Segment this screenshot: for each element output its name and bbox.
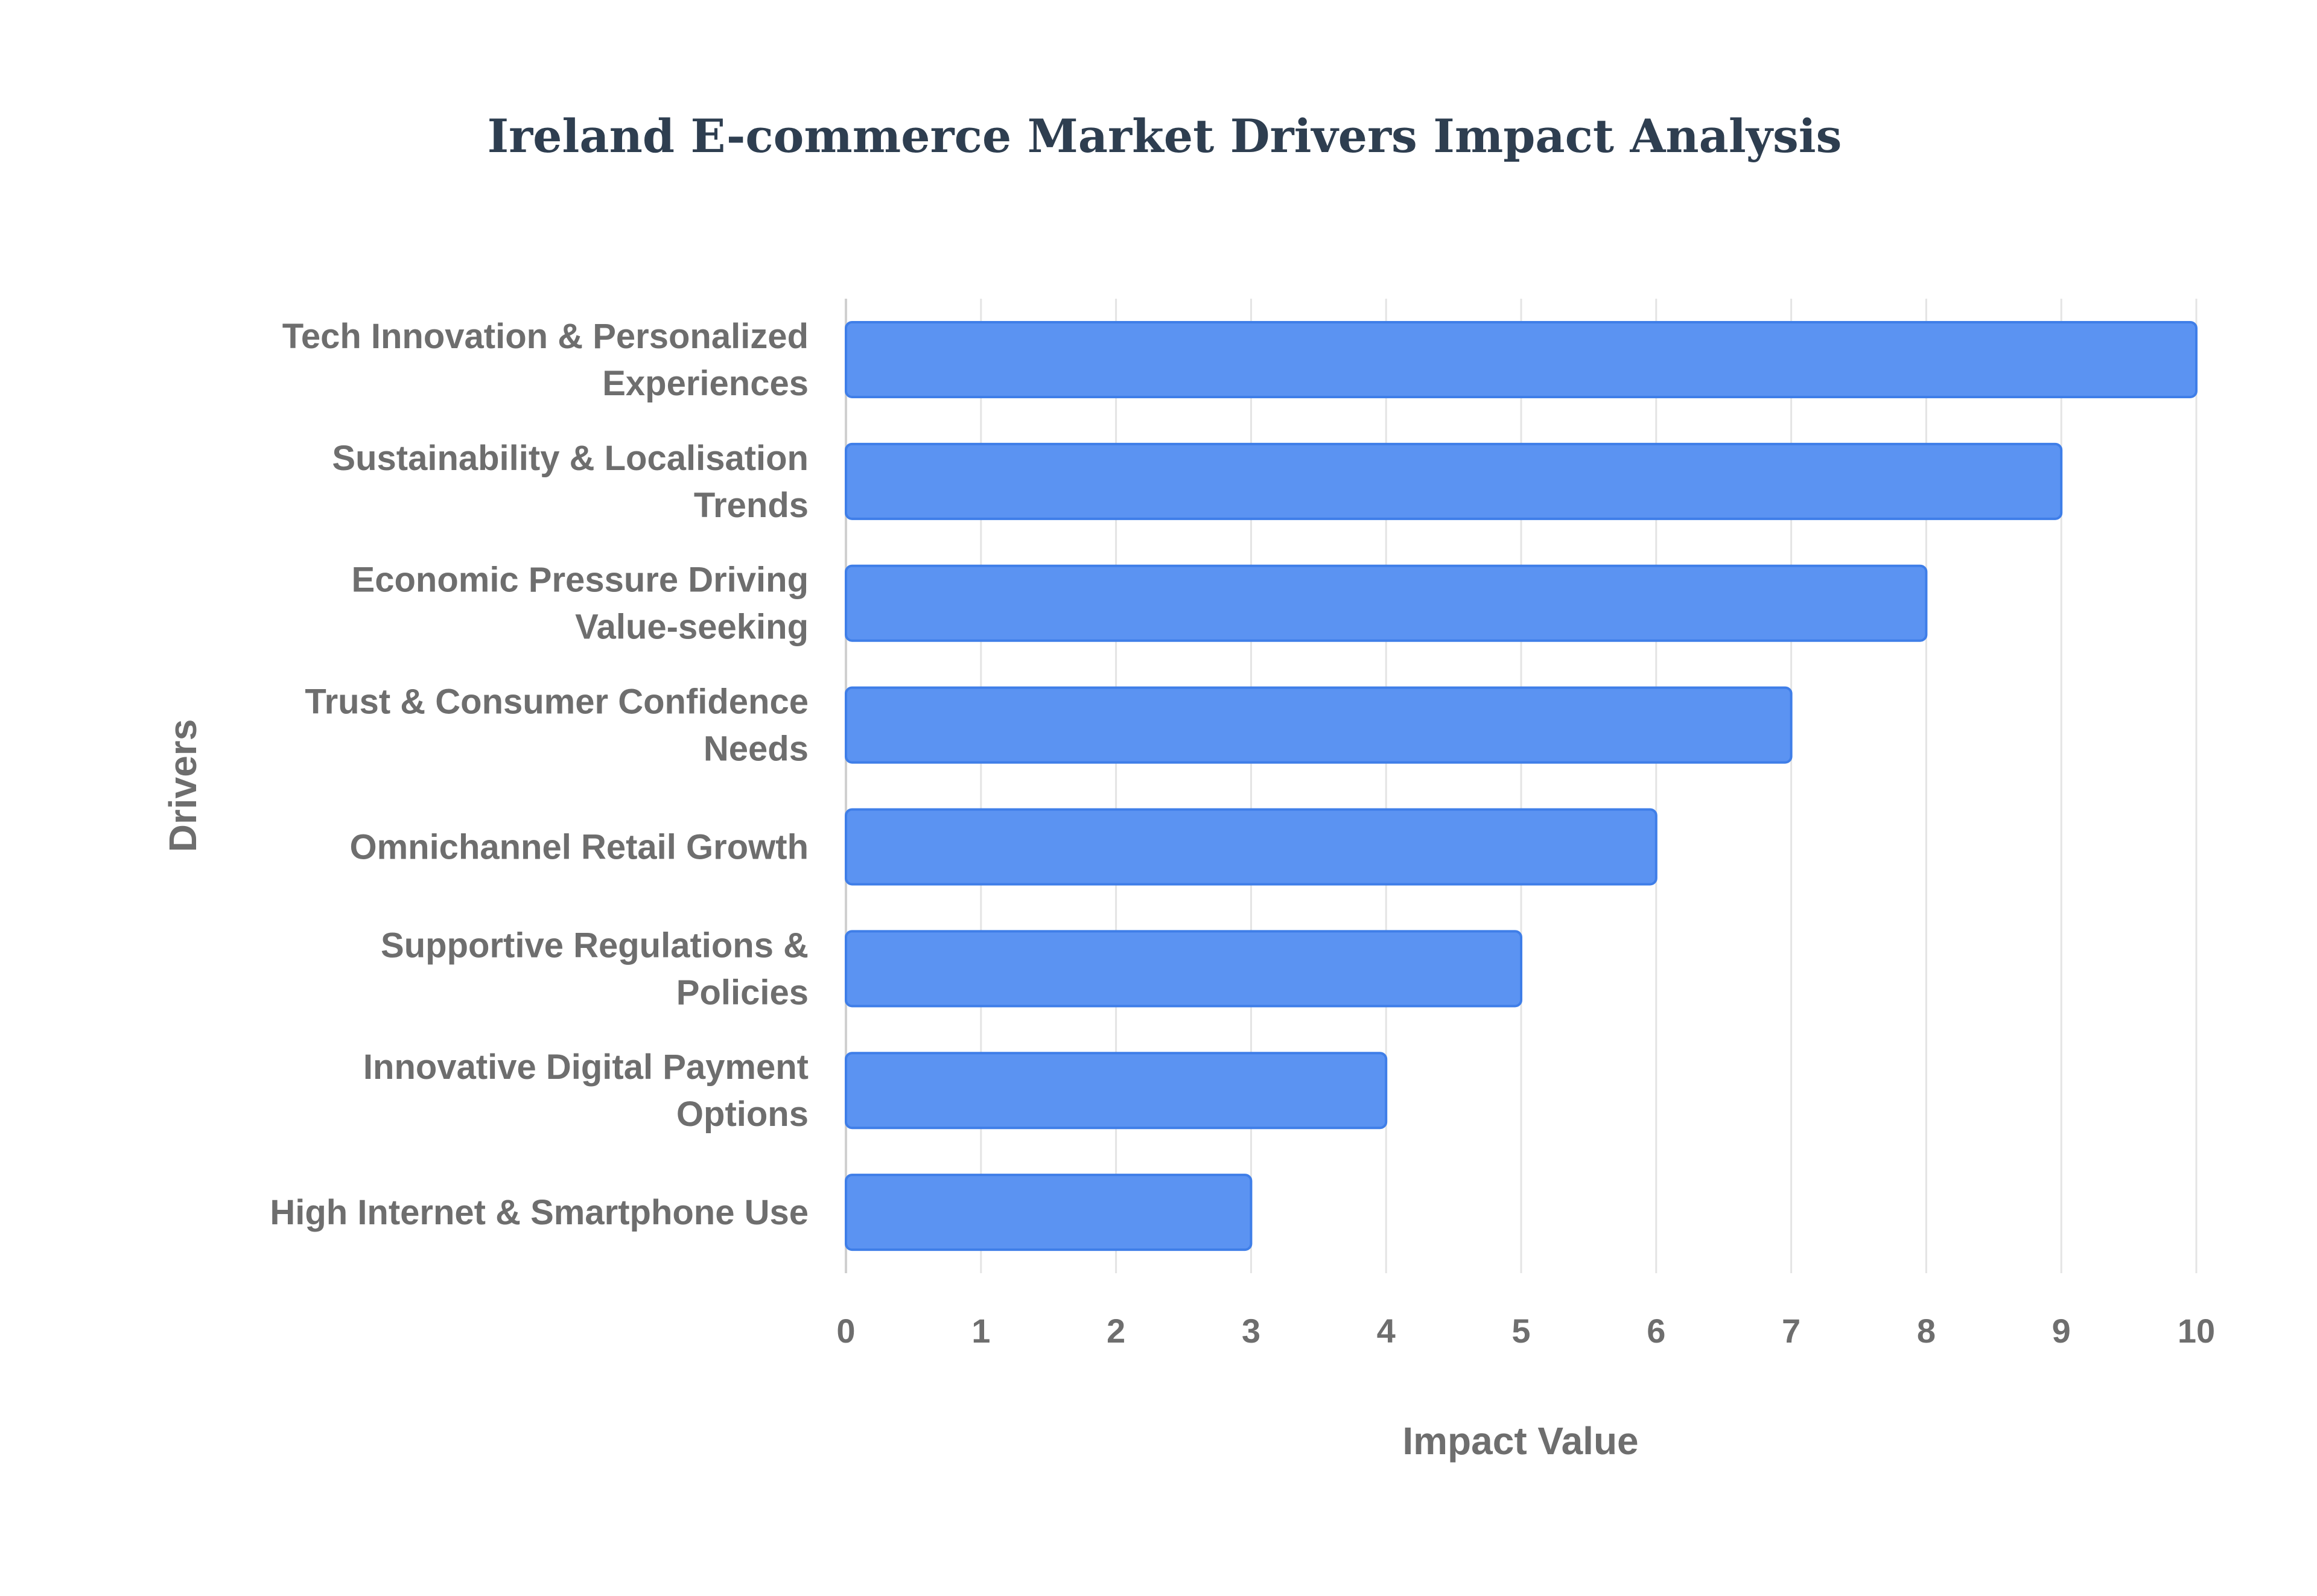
category-label: Sustainability & Localisation Trends — [332, 439, 809, 525]
bar — [845, 930, 1522, 1008]
x-tick-label: 8 — [1917, 1312, 1936, 1350]
category-label-line: Economic Pressure Driving — [352, 561, 809, 600]
x-tick-label: 9 — [2052, 1312, 2071, 1350]
x-axis-title: Impact Value — [1402, 1419, 1638, 1463]
x-tick-label: 6 — [1647, 1312, 1665, 1350]
category-label-line: Value-seeking — [575, 608, 809, 647]
x-tick-label: 5 — [1511, 1312, 1530, 1350]
category-label: Trust & Consumer Confidence Needs — [305, 682, 809, 769]
bar — [845, 442, 2063, 520]
x-tick-label: 0 — [836, 1312, 855, 1350]
bars — [845, 320, 2198, 1251]
category-label-line: Supportive Regulations & — [381, 926, 809, 965]
category-label: Innovative Digital Payment Options — [363, 1048, 809, 1134]
category-label-line: Options — [676, 1095, 809, 1134]
category-label-line: Policies — [676, 973, 809, 1012]
category-label-line: Tech Innovation & Personalized — [282, 317, 809, 356]
bar — [845, 808, 1657, 886]
y-axis-title: Drivers — [161, 719, 205, 853]
x-tick-label: 7 — [1782, 1312, 1801, 1350]
x-tick-label: 2 — [1107, 1312, 1125, 1350]
category-label-line: Innovative Digital Payment — [363, 1048, 809, 1087]
bar — [845, 320, 2198, 398]
x-tick-label: 10 — [2178, 1312, 2215, 1350]
category-label: High Internet & Smartphone Use — [270, 1193, 809, 1232]
x-tick-label: 1 — [971, 1312, 990, 1350]
category-label-line: High Internet & Smartphone Use — [270, 1193, 809, 1232]
category-label: Supportive Regulations & Policies — [381, 926, 809, 1012]
bar — [845, 564, 1928, 642]
bar — [845, 1174, 1253, 1251]
bar — [845, 686, 1793, 764]
y-axis-categories: Tech Innovation & Personalized Experience… — [270, 317, 809, 1232]
x-tick-label: 3 — [1242, 1312, 1260, 1350]
x-tick-label: 4 — [1377, 1312, 1396, 1350]
category-label-line: Trust & Consumer Confidence — [305, 682, 809, 722]
category-label: Tech Innovation & Personalized Experience… — [282, 317, 809, 403]
bar — [845, 1052, 1388, 1130]
category-label-line: Experiences — [602, 364, 809, 403]
category-label-line: Needs — [704, 730, 809, 769]
category-label-line: Omnichannel Retail Growth — [349, 827, 809, 866]
category-label-line: Trends — [694, 486, 809, 525]
chart-title: Ireland E-commerce Market Drivers Impact… — [488, 109, 1842, 163]
category-label: Omnichannel Retail Growth — [349, 827, 809, 866]
category-label-line: Sustainability & Localisation — [332, 439, 809, 478]
category-label: Economic Pressure Driving Value-seeking — [352, 561, 809, 647]
x-axis-ticks: 0 1 2 3 4 5 6 7 8 9 10 — [836, 1312, 2215, 1350]
